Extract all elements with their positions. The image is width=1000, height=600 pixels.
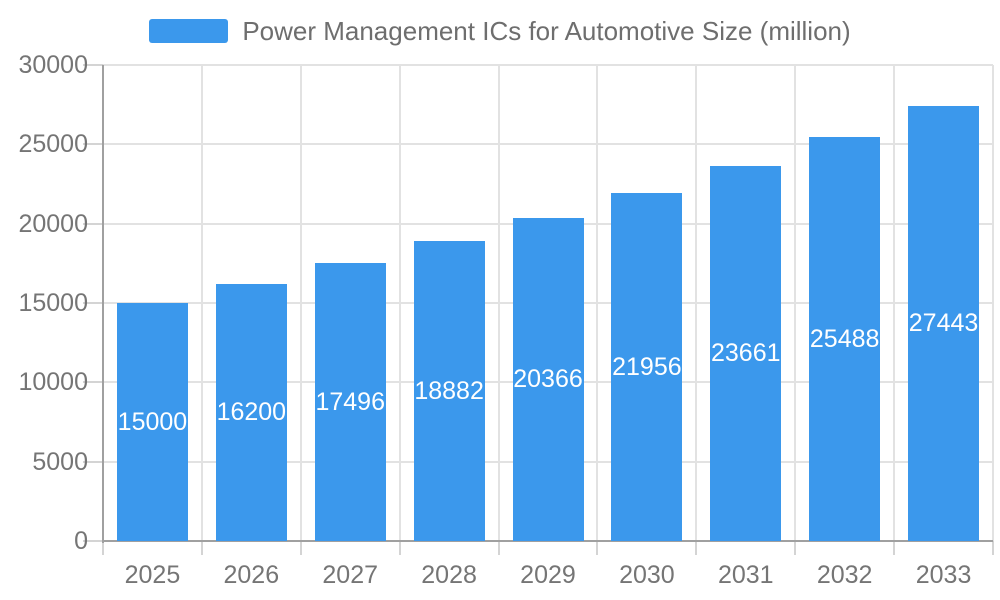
y-tick-label: 5000 <box>32 447 88 476</box>
y-tick-label: 0 <box>74 527 88 555</box>
bar[interactable] <box>809 136 881 541</box>
x-axis-tick <box>596 541 599 555</box>
chart-legend[interactable]: Power Management ICs for Automotive Size… <box>0 15 1000 47</box>
legend-swatch-icon <box>149 19 229 43</box>
gridline-vertical <box>299 65 302 541</box>
bar-value-label: 17496 <box>315 388 385 417</box>
gridline-vertical <box>695 65 698 541</box>
bar[interactable] <box>215 283 287 541</box>
y-tick-label: 20000 <box>18 209 88 238</box>
x-tick-label: 2033 <box>915 561 972 589</box>
gridline-vertical <box>398 65 401 541</box>
x-axis-tick <box>200 541 203 555</box>
bar[interactable] <box>611 192 683 541</box>
x-tick-label: 2025 <box>124 561 181 589</box>
x-tick-label: 2027 <box>322 561 379 589</box>
y-axis-line <box>102 65 104 543</box>
y-axis-tick <box>83 381 103 384</box>
gridline-horizontal <box>103 143 993 146</box>
bar[interactable] <box>314 263 386 541</box>
gridline-horizontal <box>103 64 993 66</box>
y-axis-tick <box>83 302 103 304</box>
y-axis-tick <box>83 460 103 463</box>
x-tick-label: 2031 <box>717 561 774 589</box>
y-tick-label: 25000 <box>18 130 88 159</box>
x-axis-tick <box>992 541 994 555</box>
y-axis-tick <box>83 222 103 225</box>
bar[interactable] <box>512 217 584 541</box>
x-tick-label: 2026 <box>223 561 280 589</box>
bar-value-label: 23661 <box>711 339 781 368</box>
bar-value-label: 20366 <box>513 365 583 394</box>
x-axis-tick <box>695 541 698 555</box>
gridline-vertical <box>794 65 797 541</box>
gridline-vertical <box>200 65 203 541</box>
x-tick-label: 2030 <box>619 561 675 589</box>
bar-value-label: 18882 <box>414 377 484 406</box>
y-axis-tick <box>83 64 103 66</box>
bar[interactable] <box>116 303 188 541</box>
bar-value-label: 16200 <box>216 398 287 427</box>
bar-value-label: 21956 <box>612 352 682 381</box>
chart-title: Power Management ICs for Automotive Size… <box>242 15 851 46</box>
x-axis-tick <box>299 541 302 555</box>
bar-value-label: 15000 <box>117 408 188 436</box>
bar-value-label: 27443 <box>908 309 979 338</box>
x-tick-label: 2032 <box>816 561 873 589</box>
x-axis-tick <box>893 541 896 555</box>
gridline-vertical <box>893 65 896 541</box>
gridline-vertical <box>992 65 994 541</box>
bar[interactable] <box>413 241 485 541</box>
y-tick-label: 15000 <box>18 289 88 317</box>
x-axis-tick <box>497 541 500 555</box>
gridline-vertical <box>596 65 599 541</box>
gridline-vertical <box>497 65 500 541</box>
bar[interactable] <box>710 165 782 541</box>
x-axis-tick <box>398 541 401 555</box>
y-axis-tick <box>83 143 103 146</box>
x-axis-line <box>103 540 993 542</box>
y-tick-label: 30000 <box>18 51 88 79</box>
x-axis-tick <box>102 541 104 555</box>
y-tick-label: 10000 <box>18 368 88 397</box>
bar-value-label: 25488 <box>809 324 880 353</box>
x-axis-tick <box>794 541 797 555</box>
y-axis-tick <box>83 540 103 542</box>
x-tick-label: 2028 <box>421 561 477 589</box>
bar[interactable] <box>908 105 980 541</box>
x-tick-label: 2029 <box>520 561 576 589</box>
